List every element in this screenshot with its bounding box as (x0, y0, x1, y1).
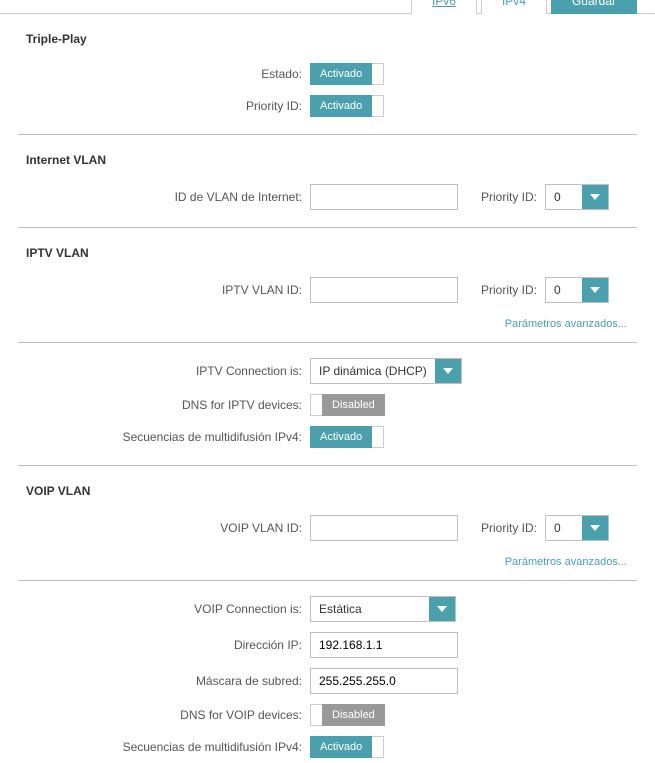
label-voip-mcast: Secuencias de multidifusión IPv4: (0, 740, 310, 754)
tab-ipv4[interactable]: IPv4 (481, 0, 547, 14)
toggle-voip-mcast[interactable]: Activado (310, 736, 384, 758)
select-value: 0 (546, 516, 582, 540)
select-value: IP dinámica (DHCP) (311, 359, 435, 383)
toggle-knob (372, 736, 384, 758)
select-value: Estática (311, 597, 429, 621)
label-iptv-vlan-priority: Priority ID: (481, 283, 537, 297)
toggle-knob (310, 394, 322, 416)
toggle-priority-tp[interactable]: Activado (310, 95, 384, 117)
label-voip-connection: VOIP Connection is: (0, 602, 310, 616)
section-title-tripleplay: Triple-Play (0, 14, 655, 58)
chevron-down-icon (582, 278, 608, 302)
toggle-iptv-dns[interactable]: Disabled (310, 394, 385, 416)
toggle-knob (372, 63, 384, 85)
label-voip-mask: Máscara de subred: (0, 674, 310, 688)
select-voip-vlan-priority[interactable]: 0 (545, 515, 609, 541)
select-iptv-connection[interactable]: IP dinámica (DHCP) (310, 358, 462, 384)
toggle-knob (372, 426, 384, 448)
tab-ipv6[interactable]: IPv6 (411, 0, 477, 14)
select-voip-connection[interactable]: Estática (310, 596, 456, 622)
input-iptv-vlan-id[interactable] (310, 277, 458, 303)
toggle-estado-value: Activado (310, 63, 372, 85)
label-estado: Estado: (0, 67, 310, 81)
toggle-voip-dns-value: Disabled (322, 704, 385, 726)
toggle-knob (372, 95, 384, 117)
select-value: 0 (546, 278, 582, 302)
section-title-voip-vlan: VOIP VLAN (0, 466, 655, 510)
link-iptv-advanced[interactable]: Parámetros avanzados... (505, 318, 627, 330)
toggle-iptv-mcast[interactable]: Activado (310, 426, 384, 448)
label-iptv-connection: IPTV Connection is: (0, 364, 310, 378)
toggle-iptv-dns-value: Disabled (322, 394, 385, 416)
chevron-down-icon (582, 185, 608, 209)
input-internet-vlan-id[interactable] (310, 184, 458, 210)
select-value: 0 (546, 185, 582, 209)
label-internet-vlan-priority: Priority ID: (481, 190, 537, 204)
link-voip-advanced[interactable]: Parámetros avanzados... (505, 556, 627, 568)
chevron-down-icon (435, 359, 461, 383)
label-priority-tp: Priority ID: (0, 99, 310, 113)
label-internet-vlan-id: ID de VLAN de Internet: (0, 190, 310, 204)
label-iptv-mcast: Secuencias de multidifusión IPv4: (0, 430, 310, 444)
input-voip-mask[interactable] (310, 668, 458, 694)
select-iptv-vlan-priority[interactable]: 0 (545, 277, 609, 303)
chevron-down-icon (582, 516, 608, 540)
label-voip-dns: DNS for VOIP devices: (0, 708, 310, 722)
input-voip-vlan-id[interactable] (310, 515, 458, 541)
toggle-voip-dns[interactable]: Disabled (310, 704, 385, 726)
label-voip-vlan-id: VOIP VLAN ID: (0, 521, 310, 535)
toggle-iptv-mcast-value: Activado (310, 426, 372, 448)
select-internet-vlan-priority[interactable]: 0 (545, 184, 609, 210)
toggle-voip-mcast-value: Activado (310, 736, 372, 758)
tab-bar: IPv6 IPv4 Guardar (0, 0, 655, 14)
save-button[interactable]: Guardar (551, 0, 637, 14)
label-iptv-vlan-id: IPTV VLAN ID: (0, 283, 310, 297)
toggle-estado[interactable]: Activado (310, 63, 384, 85)
section-title-internet-vlan: Internet VLAN (0, 135, 655, 179)
input-voip-ip[interactable] (310, 632, 458, 658)
label-voip-vlan-priority: Priority ID: (481, 521, 537, 535)
section-title-iptv-vlan: IPTV VLAN (0, 228, 655, 272)
label-voip-ip: Dirección IP: (0, 638, 310, 652)
toggle-knob (310, 704, 322, 726)
chevron-down-icon (429, 597, 455, 621)
label-iptv-dns: DNS for IPTV devices: (0, 398, 310, 412)
toggle-priority-tp-value: Activado (310, 95, 372, 117)
